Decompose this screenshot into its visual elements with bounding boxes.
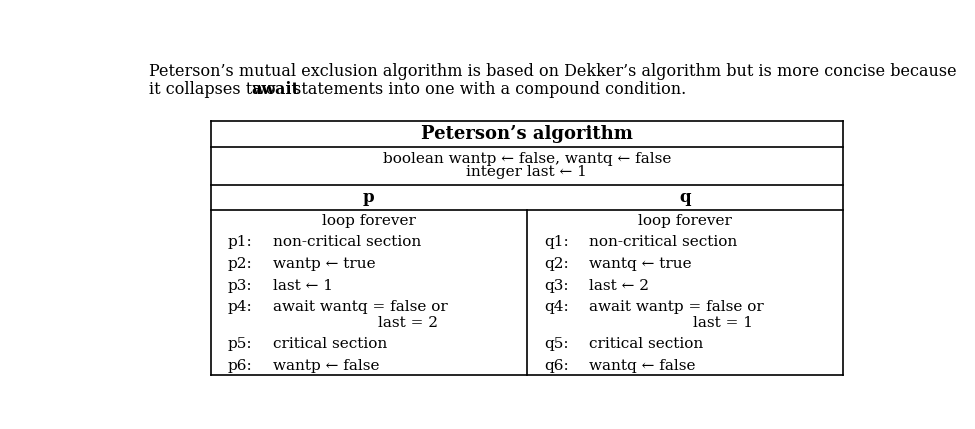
Text: q4:: q4:	[544, 300, 568, 314]
Text: wantp ← false: wantp ← false	[273, 359, 379, 373]
Text: integer last ← 1: integer last ← 1	[466, 165, 587, 179]
Text: last = 1: last = 1	[693, 316, 754, 330]
Text: boolean wantp ← false, wantq ← false: boolean wantp ← false, wantq ← false	[382, 151, 671, 166]
Text: wantq ← false: wantq ← false	[589, 359, 695, 373]
Text: Peterson’s algorithm: Peterson’s algorithm	[421, 125, 633, 143]
Text: loop forever: loop forever	[638, 214, 731, 228]
Text: q5:: q5:	[544, 337, 568, 351]
Text: q: q	[679, 189, 690, 206]
Text: critical section: critical section	[589, 337, 703, 351]
Text: critical section: critical section	[273, 337, 387, 351]
Text: it collapses two: it collapses two	[149, 81, 281, 98]
Text: p1:: p1:	[228, 236, 253, 249]
Text: await wantp = false or: await wantp = false or	[589, 300, 763, 314]
Text: last ← 1: last ← 1	[273, 278, 333, 293]
Text: statements into one with a compound condition.: statements into one with a compound cond…	[289, 81, 686, 98]
Text: loop forever: loop forever	[322, 214, 416, 228]
Text: p3:: p3:	[228, 278, 253, 293]
Text: p: p	[363, 189, 374, 206]
Text: await wantq = false or: await wantq = false or	[273, 300, 448, 314]
Text: q1:: q1:	[544, 236, 568, 249]
Text: wantq ← true: wantq ← true	[589, 257, 691, 271]
Text: p4:: p4:	[228, 300, 253, 314]
Text: last = 2: last = 2	[377, 316, 438, 330]
Text: Peterson’s mutual exclusion algorithm is based on Dekker’s algorithm but is more: Peterson’s mutual exclusion algorithm is…	[149, 63, 956, 80]
Text: wantp ← true: wantp ← true	[273, 257, 375, 271]
Text: non-critical section: non-critical section	[589, 236, 737, 249]
Text: q2:: q2:	[544, 257, 568, 271]
Text: q3:: q3:	[544, 278, 568, 293]
Text: p5:: p5:	[228, 337, 253, 351]
Text: last ← 2: last ← 2	[589, 278, 648, 293]
Text: await: await	[252, 81, 299, 98]
Text: p2:: p2:	[228, 257, 253, 271]
Text: p6:: p6:	[228, 359, 253, 373]
Text: non-critical section: non-critical section	[273, 236, 421, 249]
Text: q6:: q6:	[544, 359, 568, 373]
